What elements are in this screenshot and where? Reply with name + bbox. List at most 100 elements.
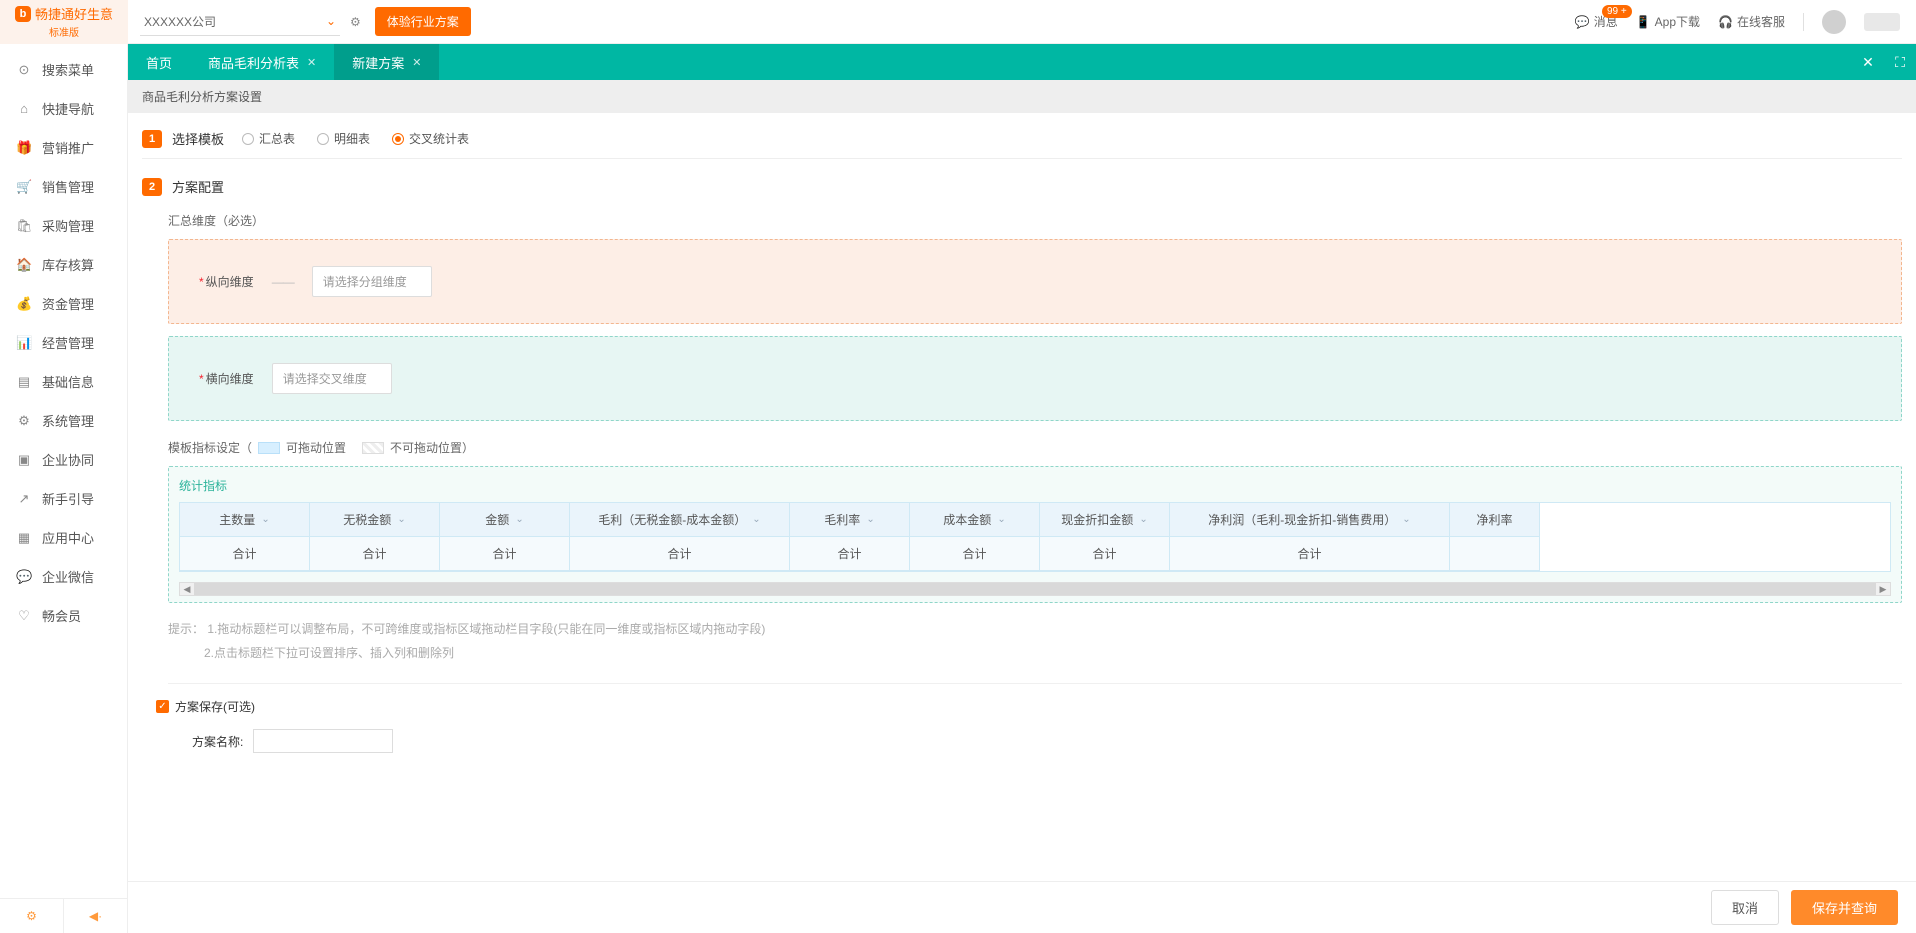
sidebar-item-label: 搜索菜单: [42, 60, 94, 79]
logo[interactable]: b 畅捷通好生意 标准版: [0, 0, 128, 44]
stat-col-header[interactable]: 成本金额⌄: [910, 503, 1040, 537]
stat-indicator-box: 统计指标 主数量⌄无税金额⌄金额⌄毛利（无税金额-成本金额）⌄毛利率⌄成本金额⌄…: [168, 466, 1902, 603]
stat-col-header[interactable]: 金额⌄: [440, 503, 570, 537]
sidebar-icon: ⊙: [16, 62, 32, 78]
settings-icon[interactable]: ⚙: [0, 899, 64, 933]
phone-icon: 📱: [1636, 15, 1651, 29]
tab-label: 商品毛利分析表: [208, 53, 299, 72]
chevron-down-icon[interactable]: ⌄: [261, 514, 269, 525]
sidebar-item-0[interactable]: ⊙ 搜索菜单: [0, 50, 127, 89]
sidebar-item-10[interactable]: ▣企业协同: [0, 440, 127, 479]
close-icon[interactable]: ✕: [412, 56, 421, 69]
radio-icon: [242, 133, 254, 145]
h-dim-input[interactable]: 请选择交叉维度: [272, 363, 392, 394]
sidebar-item-2[interactable]: 🎁营销推广: [0, 128, 127, 167]
stat-sum-cell: [1450, 537, 1540, 571]
sidebar-icon: 📊: [16, 335, 32, 351]
scroll-track[interactable]: [194, 583, 1876, 595]
sidebar-item-6[interactable]: 💰资金管理: [0, 284, 127, 323]
sidebar-item-1[interactable]: ⌂快捷导航: [0, 89, 127, 128]
template-radio-0[interactable]: 汇总表: [242, 130, 295, 147]
sidebar-item-label: 资金管理: [42, 294, 94, 313]
chevron-down-icon[interactable]: ⌄: [1402, 514, 1410, 525]
industry-plan-button[interactable]: 体验行业方案: [375, 7, 471, 36]
collapse-icon[interactable]: ◀·: [64, 899, 127, 933]
sidebar-item-label: 经营管理: [42, 333, 94, 352]
cancel-button[interactable]: 取消: [1711, 890, 1779, 925]
tab-1[interactable]: 商品毛利分析表 ✕: [190, 44, 334, 80]
scroll-right-icon[interactable]: ▶: [1876, 584, 1890, 595]
main: 首页商品毛利分析表✕新建方案✕ ✕ ⛶ 商品毛利分析方案设置 1 选择模板 汇总…: [128, 44, 1916, 933]
v-dim-label: *纵向维度: [199, 273, 254, 290]
stat-sum-cell: 合计: [790, 537, 910, 571]
tip-2: 2.点击标题栏下拉可设置排序、插入列和删除列: [204, 646, 454, 660]
sidebar-item-13[interactable]: 💬 企业微信: [0, 557, 127, 596]
sidebar-item-11[interactable]: ↗新手引导: [0, 479, 127, 518]
sidebar-item-3[interactable]: 🛒销售管理: [0, 167, 127, 206]
close-icon[interactable]: ✕: [307, 56, 316, 69]
dash-icon: ——: [272, 275, 294, 289]
content: 1 选择模板 汇总表明细表交叉统计表 2 方案配置 汇总维度（必选） *纵向维度…: [128, 113, 1916, 881]
sidebar-item-9[interactable]: ⚙系统管理: [0, 401, 127, 440]
avatar[interactable]: [1822, 10, 1846, 34]
sidebar-item-5[interactable]: 🏠库存核算: [0, 245, 127, 284]
chevron-down-icon[interactable]: ⌄: [515, 514, 523, 525]
tab-bar: 首页商品毛利分析表✕新建方案✕ ✕ ⛶: [128, 44, 1916, 80]
stat-col-header[interactable]: 现金折扣金额⌄: [1040, 503, 1170, 537]
logo-text: 畅捷通好生意: [35, 4, 113, 23]
fullscreen-icon[interactable]: ⛶: [1884, 54, 1916, 71]
sidebar-item-label: 应用中心: [42, 528, 94, 547]
stat-col-header[interactable]: 净利润（毛利-现金折扣-销售费用）⌄: [1170, 503, 1450, 537]
sidebar-item-7[interactable]: 📊 经营管理: [0, 323, 127, 362]
sidebar-item-12[interactable]: ▦应用中心: [0, 518, 127, 557]
legend-movable-label: 可拖动位置: [286, 439, 346, 456]
logo-mark-icon: b: [15, 6, 31, 22]
save-header-label: 方案保存(可选): [175, 698, 255, 715]
sidebar-item-4[interactable]: 🛍采购管理: [0, 206, 127, 245]
chevron-down-icon[interactable]: ⌄: [397, 514, 405, 525]
chevron-down-icon[interactable]: ⌄: [752, 514, 760, 525]
save-query-button[interactable]: 保存并查询: [1791, 890, 1898, 925]
sidebar-item-14[interactable]: ♡畅会员: [0, 596, 127, 635]
sidebar-item-label: 企业微信: [42, 567, 94, 586]
chevron-down-icon[interactable]: ⌄: [997, 514, 1005, 525]
sidebar-item-label: 企业协同: [42, 450, 94, 469]
sidebar: ⊙ 搜索菜单 ⌂快捷导航🎁营销推广🛒销售管理🛍采购管理🏠库存核算💰资金管理 📊 经营管理…: [0, 44, 128, 933]
stat-col-header[interactable]: 主数量⌄: [180, 503, 310, 537]
sidebar-item-label: 畅会员: [42, 606, 81, 625]
username-pill[interactable]: [1864, 13, 1900, 31]
sidebar-icon: 💬: [16, 569, 32, 585]
gear-icon[interactable]: ⚙: [350, 15, 361, 29]
stat-table: 主数量⌄无税金额⌄金额⌄毛利（无税金额-成本金额）⌄毛利率⌄成本金额⌄现金折扣金…: [179, 502, 1891, 572]
stat-col-header[interactable]: 无税金额⌄: [310, 503, 440, 537]
sidebar-item-label: 营销推广: [42, 138, 94, 157]
stat-col-header[interactable]: 毛利（无税金额-成本金额）⌄: [570, 503, 790, 537]
scroll-left-icon[interactable]: ◀: [180, 584, 194, 595]
online-service-link[interactable]: 🎧 在线客服: [1718, 13, 1785, 30]
tab-2[interactable]: 新建方案✕: [334, 44, 439, 80]
stat-sum-cell: 合计: [910, 537, 1040, 571]
sidebar-icon: 🏠: [16, 257, 32, 273]
sidebar-item-label: 采购管理: [42, 216, 94, 235]
v-dim-input[interactable]: 请选择分组维度: [312, 266, 432, 297]
stat-sum-cell: 合计: [570, 537, 790, 571]
horizontal-scrollbar[interactable]: ◀ ▶: [179, 582, 1891, 596]
close-all-icon[interactable]: ✕: [1852, 54, 1884, 71]
company-select[interactable]: XXXXXX公司 ⌄: [140, 8, 340, 36]
plan-name-label: 方案名称:: [192, 733, 243, 750]
chevron-down-icon[interactable]: ⌄: [1139, 514, 1147, 525]
tab-0[interactable]: 首页: [128, 44, 190, 80]
sidebar-item-8[interactable]: ▤基础信息: [0, 362, 127, 401]
stat-col-header[interactable]: 毛利率⌄: [790, 503, 910, 537]
sidebar-bottom: ⚙ ◀·: [0, 898, 127, 933]
template-radio-2[interactable]: 交叉统计表: [392, 130, 469, 147]
stat-col-header[interactable]: 净利率: [1450, 503, 1540, 537]
step-1-badge: 1: [142, 130, 162, 148]
template-radio-1[interactable]: 明细表: [317, 130, 370, 147]
messages-link[interactable]: 💬 消息 99 +: [1575, 13, 1618, 30]
plan-name-input[interactable]: [253, 729, 393, 753]
save-checkbox[interactable]: ✓: [156, 700, 169, 713]
section-config: 2 方案配置 汇总维度（必选） *纵向维度 —— 请选择分组维度 *横向维度 请…: [142, 177, 1902, 753]
chevron-down-icon[interactable]: ⌄: [866, 514, 874, 525]
app-download-link[interactable]: 📱 App下载: [1636, 13, 1700, 30]
